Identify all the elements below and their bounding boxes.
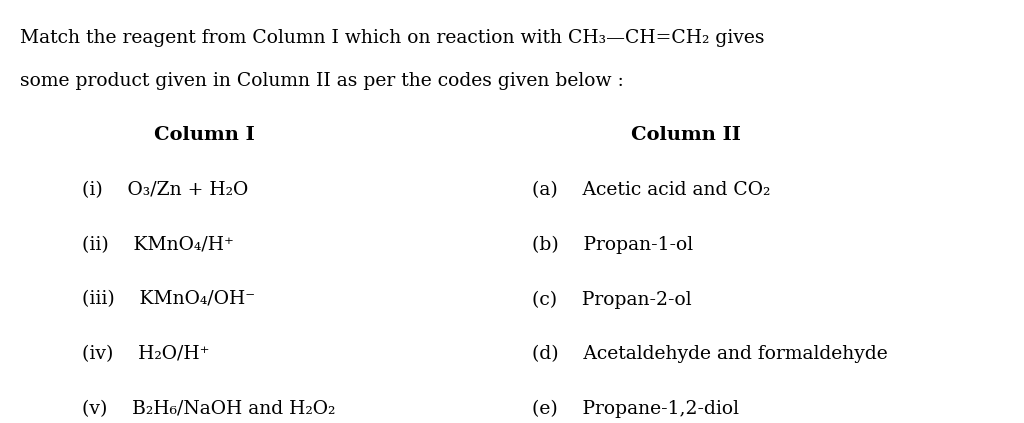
Text: (b)  Propan‑1‑ol: (b) Propan‑1‑ol [532,236,693,254]
Text: (a)  Acetic acid and CO₂: (a) Acetic acid and CO₂ [532,181,771,199]
Text: (c)  Propan‑2‑ol: (c) Propan‑2‑ol [532,291,692,309]
Text: (ii)  KMnO₄/H⁺: (ii) KMnO₄/H⁺ [82,236,233,254]
Text: (d)  Acetaldehyde and formaldehyde: (d) Acetaldehyde and formaldehyde [532,345,888,363]
Text: Match the reagent from Column I which on reaction with CH₃—CH=CH₂ gives: Match the reagent from Column I which on… [20,30,765,47]
Text: some product given in Column II as per the codes given below :: some product given in Column II as per t… [20,71,625,90]
Text: (i)  O₃/Zn + H₂O: (i) O₃/Zn + H₂O [82,181,248,199]
Text: (iv)  H₂O/H⁺: (iv) H₂O/H⁺ [82,345,210,363]
Text: (iii)  KMnO₄/OH⁻: (iii) KMnO₄/OH⁻ [82,291,255,308]
Text: (v)  B₂H₆/NaOH and H₂O₂: (v) B₂H₆/NaOH and H₂O₂ [82,400,335,418]
Text: (e)  Propane‑1,2‑diol: (e) Propane‑1,2‑diol [532,400,739,418]
Text: Column II: Column II [631,126,741,144]
Text: Column I: Column I [155,126,255,144]
